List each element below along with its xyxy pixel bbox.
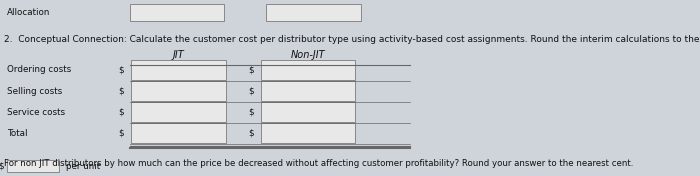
FancyBboxPatch shape [260, 81, 356, 101]
FancyBboxPatch shape [130, 4, 224, 21]
FancyBboxPatch shape [260, 102, 356, 122]
Text: $: $ [248, 65, 254, 74]
Text: Allocation: Allocation [7, 8, 50, 17]
Text: $: $ [0, 162, 4, 171]
Text: For non JIT distributors by how much can the price be decreased without affectin: For non JIT distributors by how much can… [4, 159, 633, 168]
Text: $: $ [119, 108, 125, 117]
Text: Service costs: Service costs [7, 108, 65, 117]
Text: $: $ [248, 129, 254, 138]
Text: Total: Total [7, 129, 27, 138]
Text: $: $ [248, 108, 254, 117]
Text: per unit: per unit [66, 162, 101, 171]
FancyBboxPatch shape [132, 60, 225, 80]
Text: Selling costs: Selling costs [7, 87, 62, 96]
Text: Ordering costs: Ordering costs [7, 65, 71, 74]
Text: JIT: JIT [173, 50, 184, 59]
FancyBboxPatch shape [132, 102, 225, 122]
Text: $: $ [119, 129, 125, 138]
Text: $: $ [119, 87, 125, 96]
FancyBboxPatch shape [260, 123, 356, 143]
FancyBboxPatch shape [132, 81, 225, 101]
Text: $: $ [248, 87, 254, 96]
Text: 2.  Conceptual Connection: Calculate the customer cost per distributor type usin: 2. Conceptual Connection: Calculate the … [4, 35, 700, 44]
FancyBboxPatch shape [132, 123, 225, 143]
FancyBboxPatch shape [7, 160, 60, 172]
FancyBboxPatch shape [266, 4, 360, 21]
Text: $: $ [119, 65, 125, 74]
Text: Non-JIT: Non-JIT [290, 50, 326, 59]
FancyBboxPatch shape [260, 60, 356, 80]
